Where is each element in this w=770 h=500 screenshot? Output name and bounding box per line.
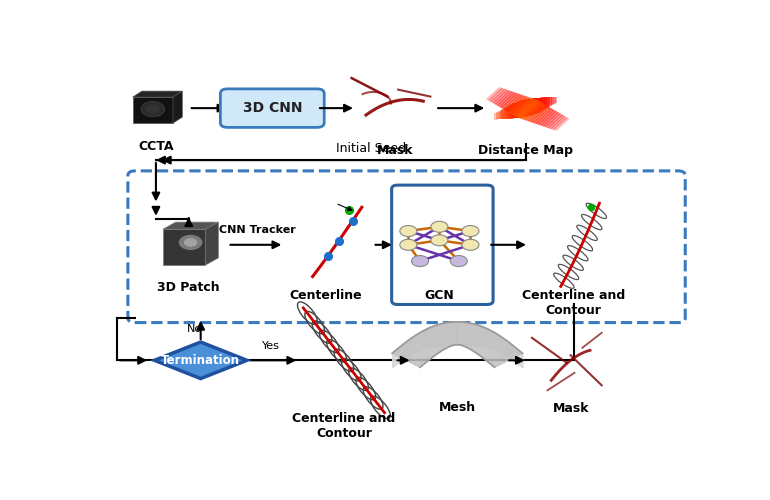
Polygon shape <box>524 100 534 115</box>
Polygon shape <box>550 116 567 130</box>
Polygon shape <box>392 322 522 368</box>
Polygon shape <box>498 92 518 108</box>
Polygon shape <box>132 91 182 97</box>
Circle shape <box>411 256 429 266</box>
Polygon shape <box>504 108 510 119</box>
Polygon shape <box>517 100 540 119</box>
Circle shape <box>400 240 417 250</box>
Polygon shape <box>522 100 532 116</box>
Circle shape <box>462 240 479 250</box>
Circle shape <box>400 226 417 236</box>
Circle shape <box>146 104 159 114</box>
Polygon shape <box>520 101 542 120</box>
Polygon shape <box>498 112 503 120</box>
Polygon shape <box>507 106 514 118</box>
Polygon shape <box>497 91 515 107</box>
Polygon shape <box>492 90 511 104</box>
Polygon shape <box>500 93 521 110</box>
Polygon shape <box>549 97 554 105</box>
Polygon shape <box>155 342 247 378</box>
Text: Centerline and
Contour: Centerline and Contour <box>522 289 625 317</box>
Polygon shape <box>542 98 548 108</box>
Polygon shape <box>526 99 536 114</box>
Polygon shape <box>173 91 182 123</box>
Polygon shape <box>486 87 503 101</box>
Circle shape <box>184 238 197 246</box>
Polygon shape <box>547 97 552 106</box>
Polygon shape <box>514 98 535 116</box>
Circle shape <box>431 235 448 246</box>
Text: Termination: Termination <box>161 354 240 367</box>
Text: No: No <box>187 324 203 334</box>
Text: 3D CNN: 3D CNN <box>243 101 302 115</box>
Circle shape <box>450 256 467 266</box>
Polygon shape <box>540 98 547 109</box>
Polygon shape <box>494 114 498 119</box>
Polygon shape <box>533 98 541 112</box>
Polygon shape <box>505 108 512 119</box>
Text: CNN Tracker: CNN Tracker <box>219 225 296 235</box>
Polygon shape <box>551 97 556 104</box>
Circle shape <box>462 226 479 236</box>
Polygon shape <box>511 97 533 116</box>
Polygon shape <box>514 102 524 118</box>
Polygon shape <box>511 104 519 118</box>
Polygon shape <box>206 222 219 265</box>
Polygon shape <box>162 230 206 265</box>
Polygon shape <box>132 97 173 123</box>
Polygon shape <box>535 98 544 111</box>
Polygon shape <box>540 111 559 126</box>
Polygon shape <box>515 99 538 118</box>
Polygon shape <box>544 97 551 107</box>
Polygon shape <box>518 101 527 117</box>
Text: Mesh: Mesh <box>439 400 476 413</box>
Text: CCTA: CCTA <box>138 140 174 152</box>
Text: Centerline: Centerline <box>290 289 363 302</box>
Polygon shape <box>162 222 219 230</box>
Text: Initial Seed: Initial Seed <box>336 142 406 156</box>
Polygon shape <box>543 112 561 128</box>
Polygon shape <box>535 108 555 125</box>
Polygon shape <box>533 108 553 124</box>
Polygon shape <box>531 98 540 113</box>
Polygon shape <box>523 102 544 120</box>
Polygon shape <box>525 104 547 122</box>
FancyBboxPatch shape <box>220 89 324 128</box>
Polygon shape <box>503 94 523 110</box>
Polygon shape <box>496 112 500 119</box>
Polygon shape <box>530 106 551 124</box>
Polygon shape <box>520 100 530 116</box>
Polygon shape <box>537 98 545 110</box>
Polygon shape <box>545 114 564 128</box>
Text: 3D Patch: 3D Patch <box>157 282 220 294</box>
Polygon shape <box>528 98 537 114</box>
Polygon shape <box>554 96 557 103</box>
Polygon shape <box>553 117 570 131</box>
Polygon shape <box>501 110 507 119</box>
Text: Centerline and
Contour: Centerline and Contour <box>293 412 396 440</box>
Text: Mask: Mask <box>552 402 589 415</box>
Polygon shape <box>537 110 557 126</box>
Text: Mask: Mask <box>377 144 413 156</box>
Circle shape <box>179 235 203 250</box>
Polygon shape <box>507 96 528 113</box>
Circle shape <box>431 222 448 232</box>
Polygon shape <box>527 105 548 122</box>
Circle shape <box>141 102 165 116</box>
Polygon shape <box>488 88 505 102</box>
Polygon shape <box>500 110 505 119</box>
Polygon shape <box>505 94 525 112</box>
Polygon shape <box>512 104 521 118</box>
Polygon shape <box>516 102 526 118</box>
Text: Distance Map: Distance Map <box>478 144 574 156</box>
Polygon shape <box>547 114 565 130</box>
Polygon shape <box>509 96 531 114</box>
Polygon shape <box>494 90 513 106</box>
Polygon shape <box>490 88 508 104</box>
Text: GCN: GCN <box>424 289 454 302</box>
Text: Yes: Yes <box>262 340 280 350</box>
Polygon shape <box>508 106 517 118</box>
